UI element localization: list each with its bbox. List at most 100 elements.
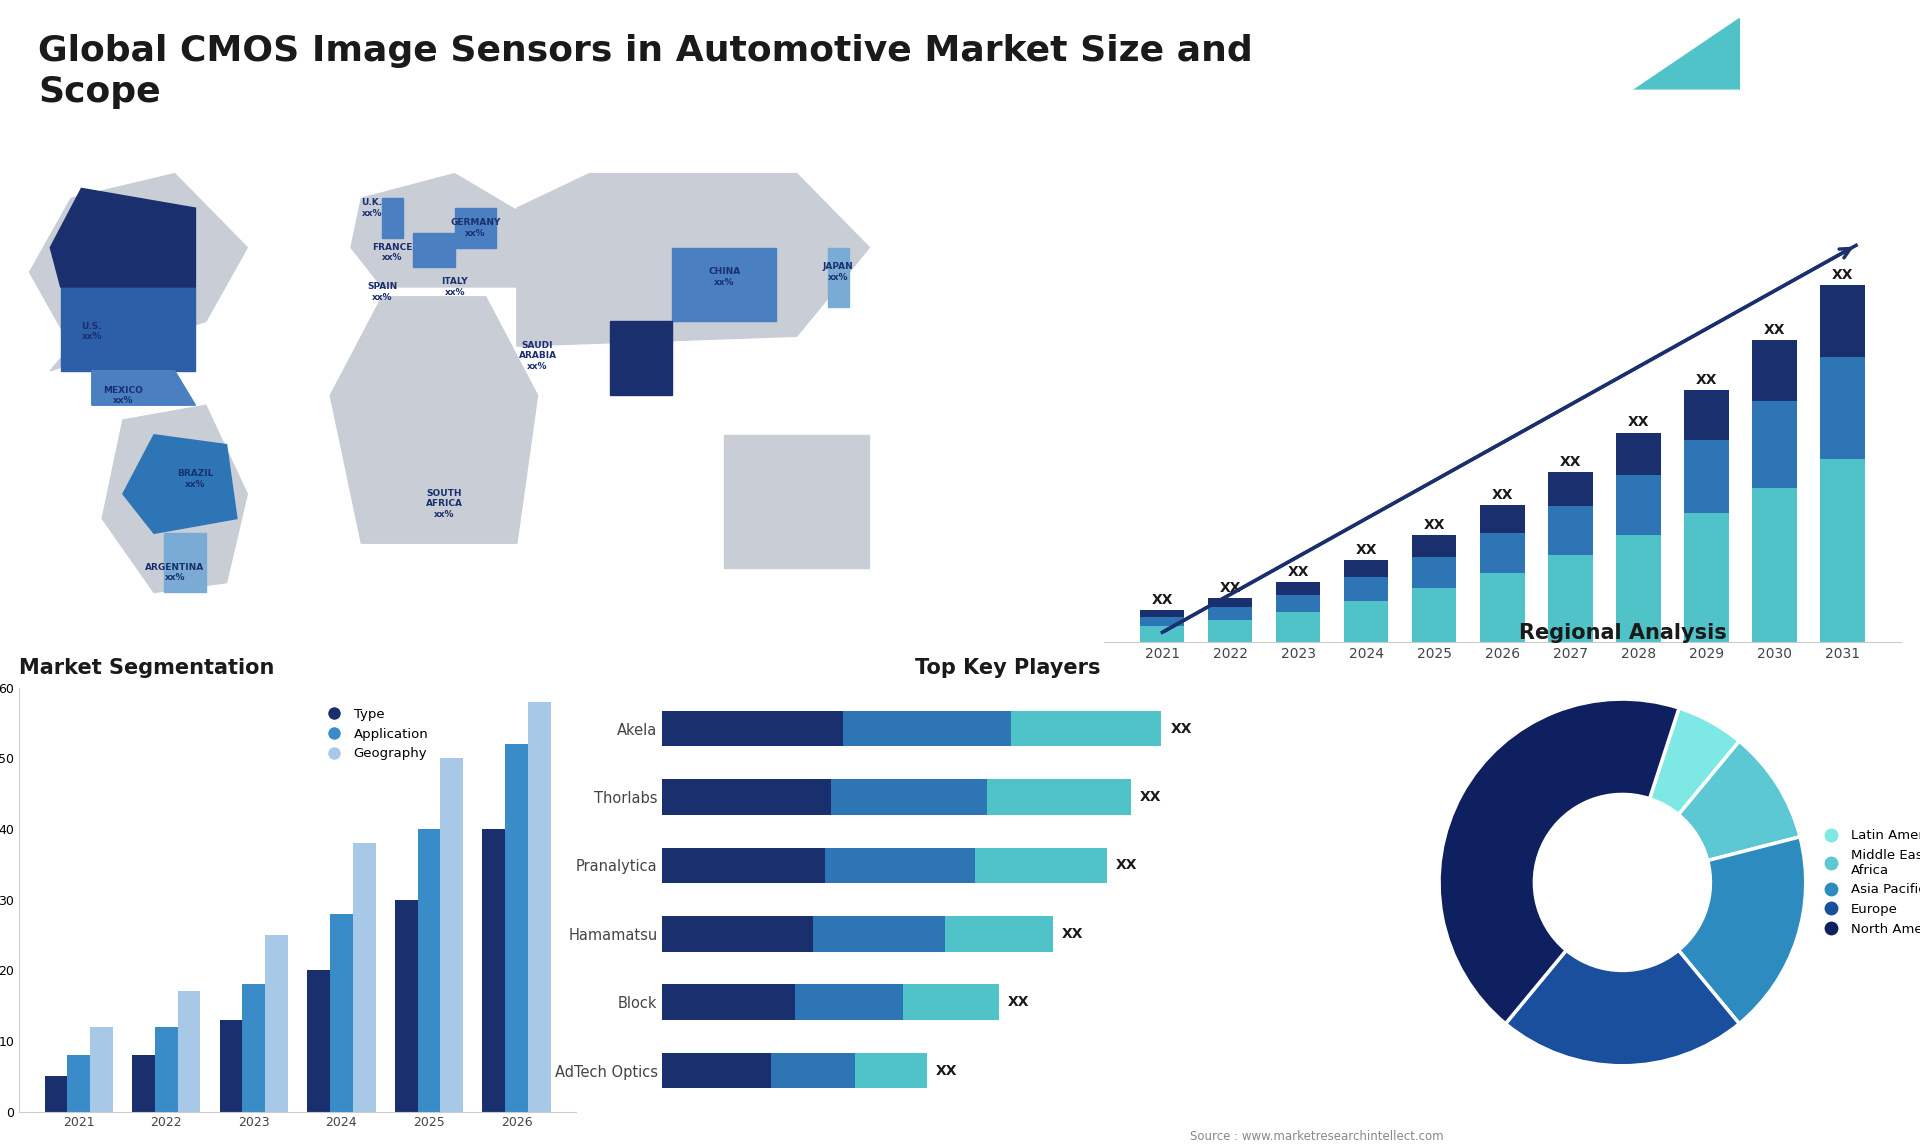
Text: SPAIN
xx%: SPAIN xx% bbox=[367, 282, 397, 301]
Bar bbox=[1548, 556, 1592, 642]
Bar bbox=[265, 935, 288, 1112]
Bar bbox=[1684, 512, 1728, 642]
Text: BRAZIL
xx%: BRAZIL xx% bbox=[177, 470, 213, 489]
Bar bbox=[1277, 612, 1321, 642]
Text: U.K.
xx%: U.K. xx% bbox=[361, 198, 382, 218]
Bar bbox=[662, 779, 831, 815]
Title: Regional Analysis: Regional Analysis bbox=[1519, 623, 1726, 643]
Polygon shape bbox=[413, 233, 455, 267]
Bar bbox=[528, 701, 551, 1112]
Legend: Latin America, Middle East &
Africa, Asia Pacific, Europe, North America: Latin America, Middle East & Africa, Asi… bbox=[1812, 824, 1920, 941]
Bar bbox=[770, 1053, 854, 1089]
Bar bbox=[1413, 588, 1457, 642]
Bar bbox=[1684, 390, 1728, 440]
Bar bbox=[1344, 578, 1388, 601]
Bar bbox=[812, 916, 945, 951]
Bar bbox=[662, 916, 812, 951]
Bar bbox=[1208, 620, 1252, 642]
Bar bbox=[1413, 557, 1457, 588]
Polygon shape bbox=[61, 286, 196, 371]
Bar bbox=[330, 913, 353, 1112]
Polygon shape bbox=[1634, 18, 1740, 91]
Bar bbox=[1617, 432, 1661, 474]
Title: Top Key Players: Top Key Players bbox=[916, 658, 1100, 677]
Bar bbox=[132, 1055, 156, 1112]
Text: Market Segmentation: Market Segmentation bbox=[19, 658, 275, 677]
Text: Source : www.marketresearchintellect.com: Source : www.marketresearchintellect.com bbox=[1190, 1130, 1444, 1144]
Text: XX: XX bbox=[1008, 995, 1029, 1010]
Polygon shape bbox=[516, 173, 870, 346]
Bar bbox=[1548, 507, 1592, 556]
Bar bbox=[1413, 535, 1457, 557]
Text: XX: XX bbox=[1140, 790, 1162, 804]
Wedge shape bbox=[1505, 950, 1740, 1066]
Text: MEXICO
xx%: MEXICO xx% bbox=[104, 386, 142, 405]
Bar bbox=[795, 984, 902, 1020]
Polygon shape bbox=[351, 173, 538, 286]
Bar bbox=[902, 984, 998, 1020]
Text: XX: XX bbox=[1219, 581, 1240, 595]
Text: XX: XX bbox=[1288, 565, 1309, 579]
Bar bbox=[1753, 401, 1797, 487]
Bar bbox=[854, 1053, 927, 1089]
Text: XX: XX bbox=[1356, 543, 1377, 557]
Text: CHINA
xx%: CHINA xx% bbox=[708, 267, 741, 286]
Text: MARKET
RESEARCH
INTELLECT: MARKET RESEARCH INTELLECT bbox=[1763, 57, 1820, 94]
Legend: Type, Application, Geography: Type, Application, Geography bbox=[315, 702, 434, 766]
Text: XX: XX bbox=[1764, 322, 1786, 337]
Bar bbox=[156, 1027, 179, 1112]
Text: XX: XX bbox=[1062, 927, 1083, 941]
Bar bbox=[1344, 601, 1388, 642]
Text: SOUTH
AFRICA
xx%: SOUTH AFRICA xx% bbox=[426, 489, 463, 519]
Bar bbox=[1344, 560, 1388, 578]
Bar bbox=[1480, 573, 1524, 642]
Polygon shape bbox=[1634, 91, 1740, 140]
Polygon shape bbox=[724, 434, 870, 567]
Bar bbox=[1140, 626, 1185, 642]
Text: XX: XX bbox=[1559, 455, 1582, 469]
Text: XX: XX bbox=[1152, 594, 1173, 607]
Text: XX: XX bbox=[1832, 267, 1853, 282]
Bar bbox=[945, 916, 1052, 951]
Bar bbox=[1684, 440, 1728, 512]
Bar bbox=[1140, 617, 1185, 626]
Bar bbox=[90, 1027, 113, 1112]
Bar bbox=[1277, 582, 1321, 595]
Text: ITALY
xx%: ITALY xx% bbox=[442, 277, 468, 297]
Polygon shape bbox=[828, 248, 849, 307]
Bar bbox=[1753, 487, 1797, 642]
Text: ARGENTINA
xx%: ARGENTINA xx% bbox=[146, 563, 204, 582]
Text: XX: XX bbox=[1116, 858, 1139, 872]
Polygon shape bbox=[611, 321, 672, 395]
Polygon shape bbox=[330, 297, 538, 543]
Text: XX: XX bbox=[1423, 518, 1446, 532]
Text: CANADA
xx%: CANADA xx% bbox=[102, 223, 144, 243]
Bar bbox=[1617, 535, 1661, 642]
Polygon shape bbox=[455, 209, 495, 248]
Text: JAPAN
xx%: JAPAN xx% bbox=[824, 262, 854, 282]
Text: XX: XX bbox=[935, 1063, 958, 1077]
Bar bbox=[242, 984, 265, 1112]
Polygon shape bbox=[672, 248, 776, 321]
Wedge shape bbox=[1440, 699, 1680, 1023]
Bar bbox=[396, 900, 417, 1112]
Wedge shape bbox=[1649, 708, 1740, 815]
Text: INDIA
xx%: INDIA xx% bbox=[626, 361, 657, 380]
Wedge shape bbox=[1678, 741, 1799, 861]
Bar bbox=[1617, 474, 1661, 535]
Text: SAUDI
ARABIA
xx%: SAUDI ARABIA xx% bbox=[518, 342, 557, 371]
Bar bbox=[1820, 284, 1864, 358]
Bar bbox=[831, 779, 987, 815]
Polygon shape bbox=[50, 188, 196, 286]
Bar bbox=[662, 984, 795, 1020]
Bar bbox=[1753, 339, 1797, 401]
Text: XX: XX bbox=[1171, 722, 1192, 736]
Polygon shape bbox=[382, 198, 403, 237]
Bar bbox=[353, 843, 376, 1112]
Polygon shape bbox=[102, 406, 248, 592]
Bar bbox=[67, 1055, 90, 1112]
Bar bbox=[1548, 472, 1592, 507]
Bar bbox=[662, 1053, 770, 1089]
Text: U.S.
xx%: U.S. xx% bbox=[81, 322, 102, 342]
Polygon shape bbox=[92, 371, 196, 406]
